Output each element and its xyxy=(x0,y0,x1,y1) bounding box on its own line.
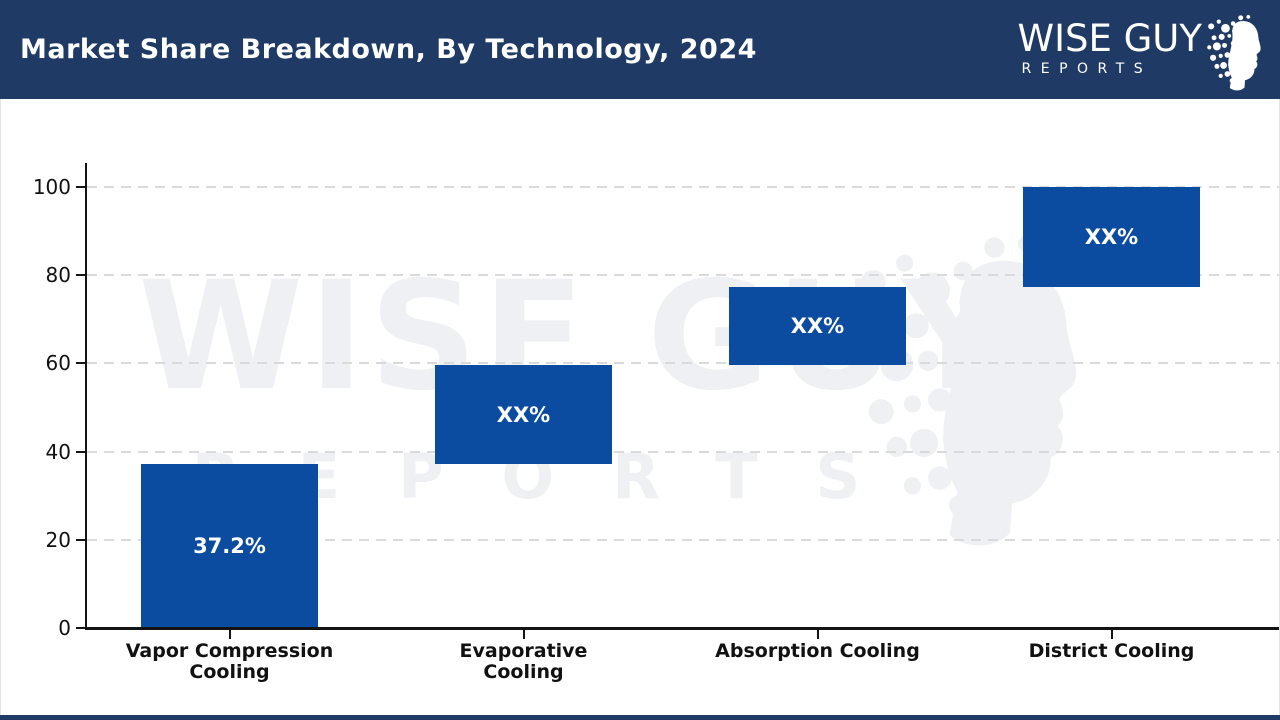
x-tick-4 xyxy=(1110,630,1113,639)
gridline-20 xyxy=(87,538,1279,541)
x-axis-line xyxy=(85,627,1280,630)
bar-value-label-4: XX% xyxy=(1084,225,1139,250)
y-tick-100 xyxy=(76,186,85,188)
bar-3: XX% xyxy=(729,287,906,366)
category-label-3: Absorption Cooling xyxy=(715,640,920,662)
footer-bar xyxy=(0,715,1280,720)
bar-value-label-2: XX% xyxy=(496,402,551,427)
category-label-1: Vapor Compression Cooling xyxy=(125,640,334,683)
y-tick-label-20: 20 xyxy=(45,527,71,552)
logo-reports-text: REPORTS xyxy=(1021,61,1153,77)
gridline-40 xyxy=(87,450,1279,453)
y-tick-40 xyxy=(76,450,85,453)
gridline-100 xyxy=(87,186,1279,188)
bar-4: XX% xyxy=(1023,187,1200,288)
x-tick-2 xyxy=(522,630,525,639)
y-tick-label-80: 80 xyxy=(45,263,71,288)
gridline-60 xyxy=(87,362,1279,365)
y-tick-label-60: 60 xyxy=(45,351,71,376)
bar-value-label-1: 37.2% xyxy=(193,533,266,558)
y-tick-80 xyxy=(76,274,85,277)
bar-value-label-3: XX% xyxy=(790,314,845,339)
x-tick-1 xyxy=(228,630,231,639)
category-label-4: District Cooling xyxy=(1028,640,1195,662)
gridline-80 xyxy=(87,274,1279,277)
y-tick-label-40: 40 xyxy=(45,439,71,464)
x-tick-3 xyxy=(816,630,819,639)
logo-wordmark: WISE GUY xyxy=(1017,17,1202,60)
y-tick-label-0: 0 xyxy=(58,616,71,640)
page-title: Market Share Breakdown, By Technology, 2… xyxy=(20,34,757,65)
y-tick-60 xyxy=(76,362,85,365)
left-border xyxy=(0,99,1,715)
wiseguy-logo: WISE GUY REPORTS xyxy=(1018,20,1266,94)
y-tick-0 xyxy=(76,627,85,629)
wiseguy-logo-text: WISE GUY REPORTS xyxy=(1018,20,1202,77)
y-tick-label-100: 100 xyxy=(32,175,71,199)
wiseguy-head-icon xyxy=(1204,14,1266,94)
bar-2: XX% xyxy=(435,365,612,464)
header-bar: Market Share Breakdown, By Technology, 2… xyxy=(0,0,1280,99)
bar-1: 37.2% xyxy=(141,463,318,628)
y-axis-line xyxy=(85,163,87,629)
category-label-2: Evaporative Cooling xyxy=(459,640,588,683)
y-tick-20 xyxy=(76,538,85,541)
